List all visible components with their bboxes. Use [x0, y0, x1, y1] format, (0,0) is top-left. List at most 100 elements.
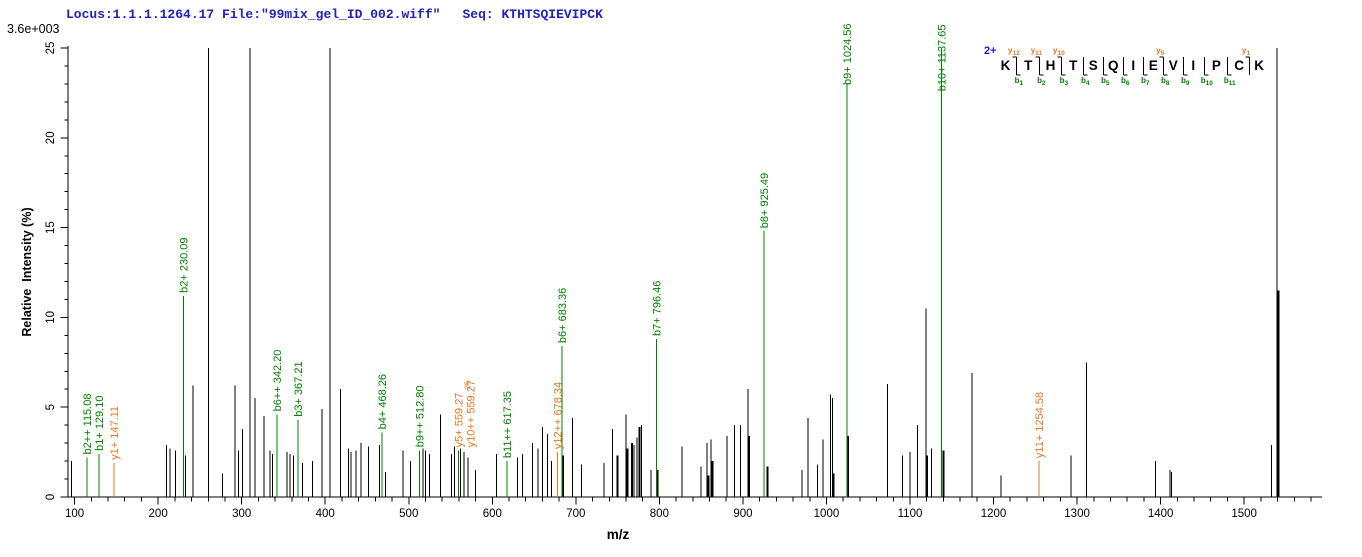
peaks	[71, 48, 1280, 497]
cleavage-mark-icon	[1245, 56, 1250, 75]
intensity-scale-label: 3.6e+003	[7, 22, 60, 36]
x-tick-label: 1500	[1231, 508, 1257, 520]
peak-label: b8+ 925.49	[759, 173, 771, 228]
cleavage-mark-icon	[1142, 57, 1148, 76]
peak-label: y1+ 147.11	[109, 406, 121, 460]
y-ion-label: y11	[1030, 46, 1043, 57]
cleavage-mark-icon	[1122, 57, 1128, 76]
peak-label: 25	[462, 381, 471, 389]
y-tick-label: 0	[45, 494, 57, 500]
x-tick-label: 500	[399, 508, 418, 520]
tick-labels: 0 5 10 15 20 25 100 200 300 400 500 600 700 800 900 100…	[20, 42, 1257, 542]
peak-label: b7+ 796.46	[651, 281, 663, 336]
cleavage-mark-icon	[1035, 56, 1044, 76]
x-tick-label: 200	[149, 508, 168, 520]
y-tick-label: 5	[45, 404, 57, 410]
x-tick-label: 600	[483, 508, 502, 520]
peak-label: b4+ 468.26	[377, 374, 389, 429]
residue-letter: P	[1211, 58, 1221, 73]
peak-label: y5+ 559.27	[453, 393, 465, 448]
x-tick-label: 1300	[1064, 508, 1090, 520]
peak-label: b6+ 683.36	[557, 288, 569, 343]
peak-label: b3+ 367.21	[293, 361, 305, 416]
y-tick-label: 20	[45, 131, 57, 144]
b-ion-label: b5	[1100, 76, 1110, 87]
peak-label: b9++ 512.80	[414, 386, 426, 448]
residue-letter: T	[1069, 58, 1078, 73]
residue-letter: S	[1088, 58, 1098, 73]
cleavage-mark-icon	[1082, 57, 1088, 76]
x-tick-label: 300	[232, 508, 251, 520]
peak-label: b9+ 1024.56	[842, 23, 854, 84]
cleavage-mark-icon	[1227, 57, 1232, 76]
y-ion-label: y1	[1242, 46, 1251, 57]
y-tick-label: 15	[45, 221, 57, 234]
residue-letter: V	[1168, 58, 1178, 73]
peak-labels: b2++ 115.08 b1+ 129.10 y1+ 147.11 b2+ 230.0…	[82, 23, 1046, 459]
y-axis-title: Relative Intensity (%)	[20, 207, 34, 336]
peak-label: b1+ 129.10	[94, 396, 106, 451]
fragment-divider-icon	[1159, 56, 1168, 76]
peak-label: b10+ 1137.65	[936, 24, 948, 91]
b-ion-label: b11	[1223, 76, 1236, 87]
fragment-divider-icon	[1179, 57, 1188, 76]
peak-label: y10++ 559.27	[465, 380, 477, 447]
x-axis-title: m/z	[607, 527, 630, 542]
fragment-divider-icon	[1119, 57, 1128, 76]
x-tick-label: 1100	[898, 508, 923, 520]
x-tick-label: 700	[566, 508, 585, 520]
residue-letter: Q	[1107, 58, 1119, 73]
residue-letter: E	[1148, 58, 1158, 73]
residue-letter: H	[1045, 58, 1056, 73]
x-tick-label: 1400	[1148, 508, 1174, 520]
cleavage-mark-icon	[1204, 57, 1209, 76]
fragment-divider-icon	[1079, 57, 1088, 76]
locus-file-label: Locus:1.1.1.1264.17 File:"99mix_gel_ID_0…	[66, 7, 441, 22]
fragment-divider-icon	[1200, 57, 1209, 76]
b-ion-label: b3	[1059, 76, 1069, 87]
x-tick-label: 900	[733, 508, 752, 520]
b-ion-label: b2	[1037, 76, 1046, 87]
cleavage-mark-icon	[1057, 56, 1066, 76]
fragment-divider-icon	[1099, 57, 1108, 76]
cleavage-mark-icon	[1102, 57, 1108, 76]
residue-letter: I	[1131, 58, 1136, 73]
b-ion-label: b4	[1080, 76, 1090, 87]
peak-label: b11++ 617.35	[502, 391, 514, 458]
x-tick-label: 100	[65, 508, 84, 520]
b-ion-label: b6	[1120, 76, 1130, 87]
fragment-divider-icon	[1012, 56, 1021, 76]
x-tick-label: 1200	[981, 508, 1007, 520]
y-tick-label: 10	[45, 311, 57, 324]
residue-letter: T	[1024, 58, 1033, 73]
y-ion-label: y5	[1156, 46, 1165, 57]
b-ion-label: b7	[1140, 76, 1150, 87]
x-tick-label: 1000	[814, 508, 840, 520]
y-ion-label: y10	[1053, 46, 1065, 57]
x-tick-label: 400	[316, 508, 335, 520]
fragment-divider-icon	[1035, 56, 1044, 76]
residue-letter: I	[1191, 58, 1196, 73]
peak-label: b2+ 230.09	[178, 237, 190, 292]
fragment-divider-icon	[1245, 56, 1254, 75]
fragment-divider-icon	[1057, 56, 1066, 76]
b-ion-label: b10	[1200, 76, 1213, 87]
residue-letter: C	[1234, 58, 1244, 73]
residue-letter: K	[1254, 58, 1264, 73]
b-ion-label: b8	[1160, 76, 1170, 87]
y-tick-label: 25	[45, 42, 57, 55]
sequence-label: Seq: KTHTSQIEVIPCK	[462, 7, 603, 22]
spectrum-header: Locus:1.1.1.1264.17 File:"99mix_gel_ID_0…	[66, 7, 603, 22]
fragment-divider-icon	[1139, 57, 1148, 76]
b-ion-label: b9	[1180, 76, 1190, 87]
cleavage-mark-icon	[1159, 56, 1168, 76]
y-ion-label: y12	[1008, 46, 1020, 57]
peak-label: b6++ 342.20	[272, 350, 284, 412]
residue-letter: K	[1000, 58, 1011, 73]
peak-label: y12++ 678.34	[553, 382, 565, 449]
precursor-charge-label: 2+	[984, 45, 997, 57]
peak-label: y11+ 1254.58	[1034, 392, 1046, 458]
